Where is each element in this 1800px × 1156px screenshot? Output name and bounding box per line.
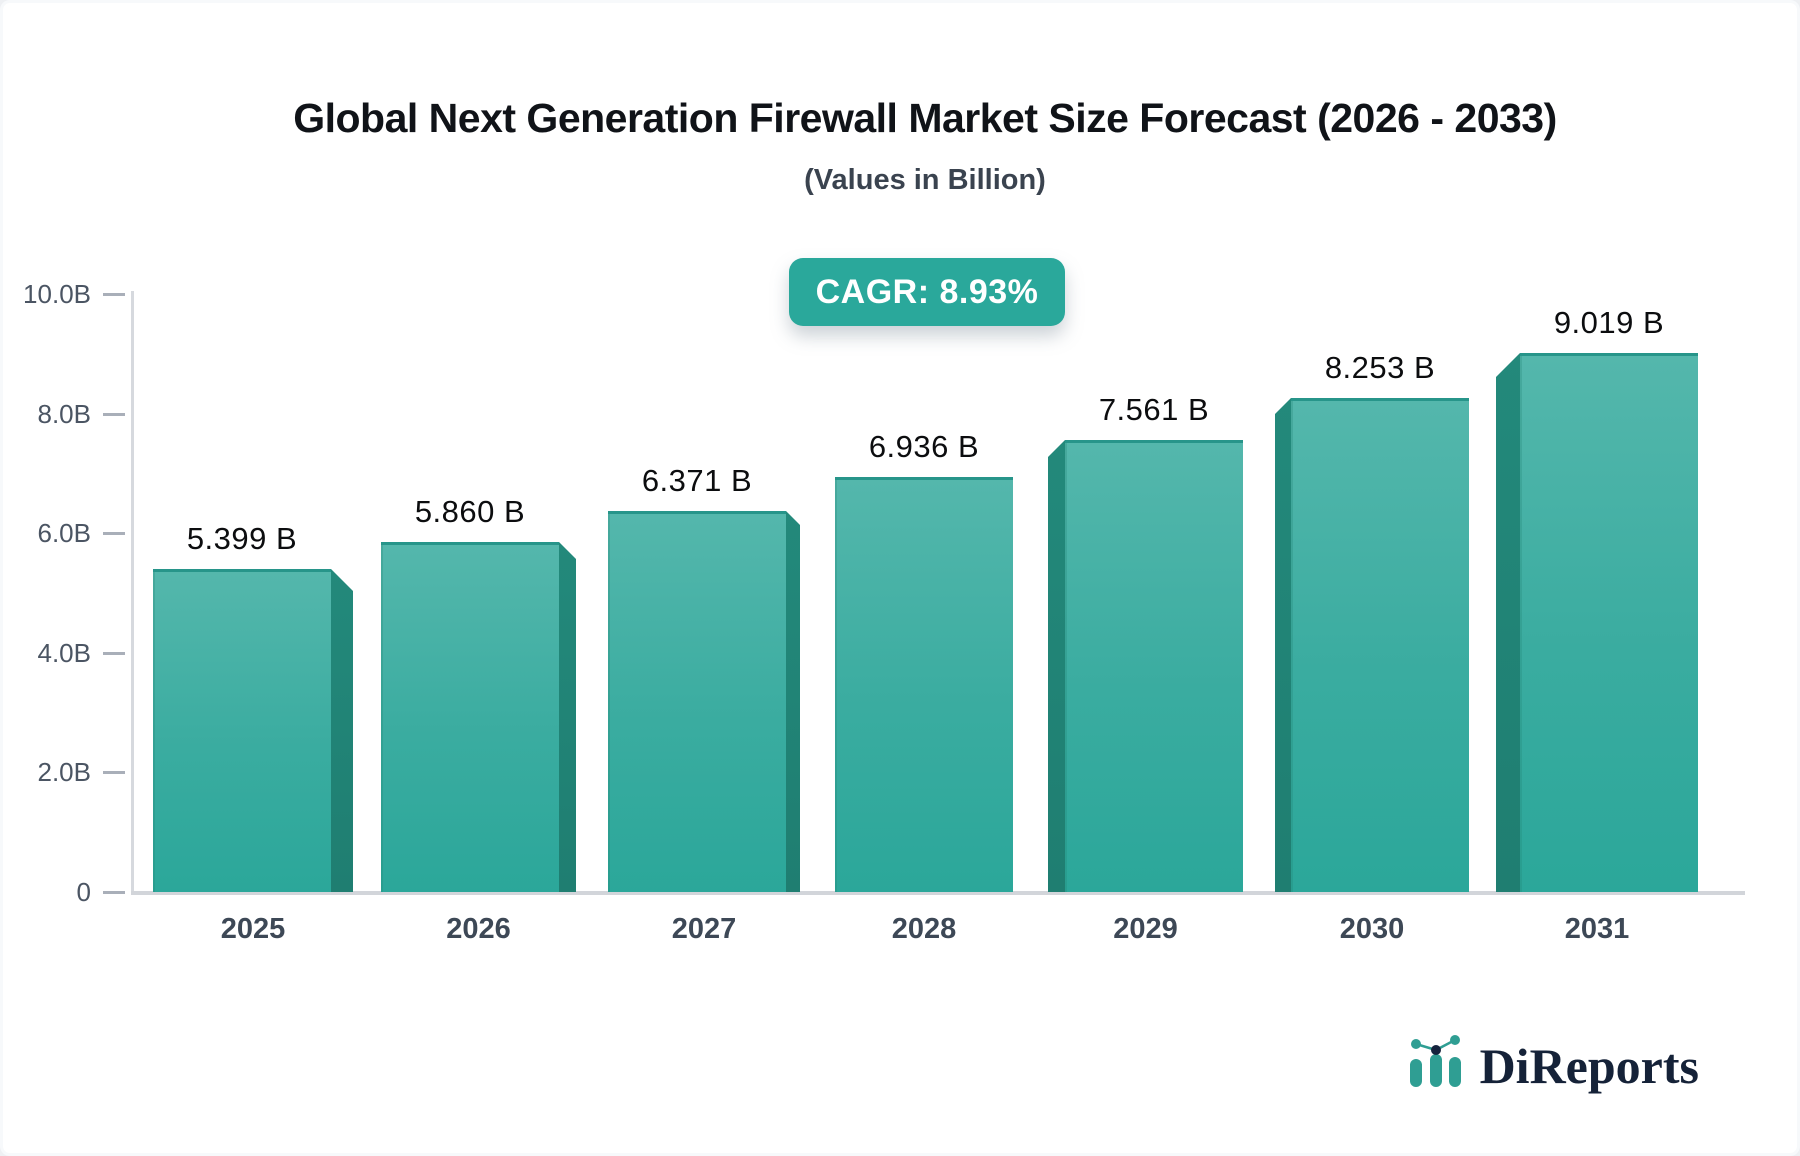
direports-logo: DiReports: [1407, 1033, 1699, 1092]
y-axis-tick-mark: [103, 771, 125, 775]
y-axis-tick-mark: [103, 412, 125, 416]
bar-value-label-2027: 6.371 B: [641, 463, 753, 498]
mini-bar-chart-icon: [1407, 1033, 1471, 1092]
x-axis-line: [131, 891, 1745, 895]
cagr-badge: CAGR: 8.93%: [789, 258, 1065, 326]
bar-face-2026: [381, 542, 559, 892]
cagr-badge-label: CAGR: 8.93%: [815, 272, 1039, 311]
x-axis-label-2026: 2026: [446, 913, 511, 945]
logo-text: DiReports: [1479, 1038, 1699, 1094]
y-axis-tick-mark: [103, 293, 125, 296]
chart-header: Global Next Generation Firewall Market S…: [73, 95, 1777, 197]
bar-value-label-2029: 7.561 B: [1098, 392, 1210, 427]
x-axis-label-2025: 2025: [220, 913, 286, 945]
y-axis-line: [131, 291, 134, 893]
x-axis-label-2030: 2030: [1339, 913, 1405, 945]
bar-face-2028: [835, 477, 1013, 892]
x-axis-label-2029: 2029: [1113, 913, 1178, 945]
y-axis-tick-mark: [103, 651, 125, 655]
y-axis-tick-label: 0: [76, 877, 91, 907]
bar-2028: [835, 477, 1013, 892]
bar-value-label-2026: 5.860 B: [414, 494, 526, 529]
y-axis-tick-label: 10.0B: [23, 279, 91, 309]
y-axis-tick-label: 8.0B: [37, 398, 92, 429]
bar-2031: [1496, 353, 1698, 892]
x-axis-label-2031: 2031: [1564, 913, 1630, 945]
bar-side-face-2029: [1048, 440, 1065, 892]
bar-2025: [153, 569, 353, 892]
x-axis-label-2028: 2028: [891, 913, 957, 945]
bar-2030: [1275, 398, 1469, 892]
bar-2026: [381, 542, 576, 892]
y-axis-tick-label: 4.0B: [37, 637, 92, 668]
bar-chart-plot: 0 2.0B 4.0B 6.0B 8.0B 10.0B 5.399 B 2025 5.860 B…: [3, 3, 1797, 1153]
bar-side-face-2026: [559, 542, 576, 892]
bar-value-label-2031: 9.019 B: [1553, 305, 1665, 340]
y-axis-tick-label: 2.0B: [37, 757, 92, 788]
bar-face-2027: [608, 511, 786, 892]
chart-title: Global Next Generation Firewall Market S…: [293, 95, 1557, 141]
bar-side-face-2031: [1496, 353, 1520, 892]
bar-value-label-2028: 6.936 B: [868, 429, 980, 464]
y-axis-tick-mark: [103, 891, 125, 894]
bar-face-2030: [1291, 398, 1469, 892]
x-axis-label-2027: 2027: [671, 913, 737, 945]
bar-face-2025: [153, 569, 331, 892]
y-axis-tick-mark: [103, 532, 125, 536]
bar-face-2031: [1520, 353, 1698, 892]
chart-subtitle: (Values in Billion): [804, 164, 1046, 196]
bar-side-face-2027: [786, 511, 800, 892]
bar-2029: [1048, 440, 1243, 892]
bar-value-label-2030: 8.253 B: [1324, 350, 1436, 385]
bar-side-face-2030: [1275, 398, 1291, 892]
bar-side-face-2025: [331, 569, 353, 892]
bar-value-label-2025: 5.399 B: [186, 521, 298, 556]
bar-face-2029: [1065, 440, 1243, 892]
bar-2027: [608, 511, 800, 892]
y-axis-tick-label: 6.0B: [37, 518, 92, 549]
